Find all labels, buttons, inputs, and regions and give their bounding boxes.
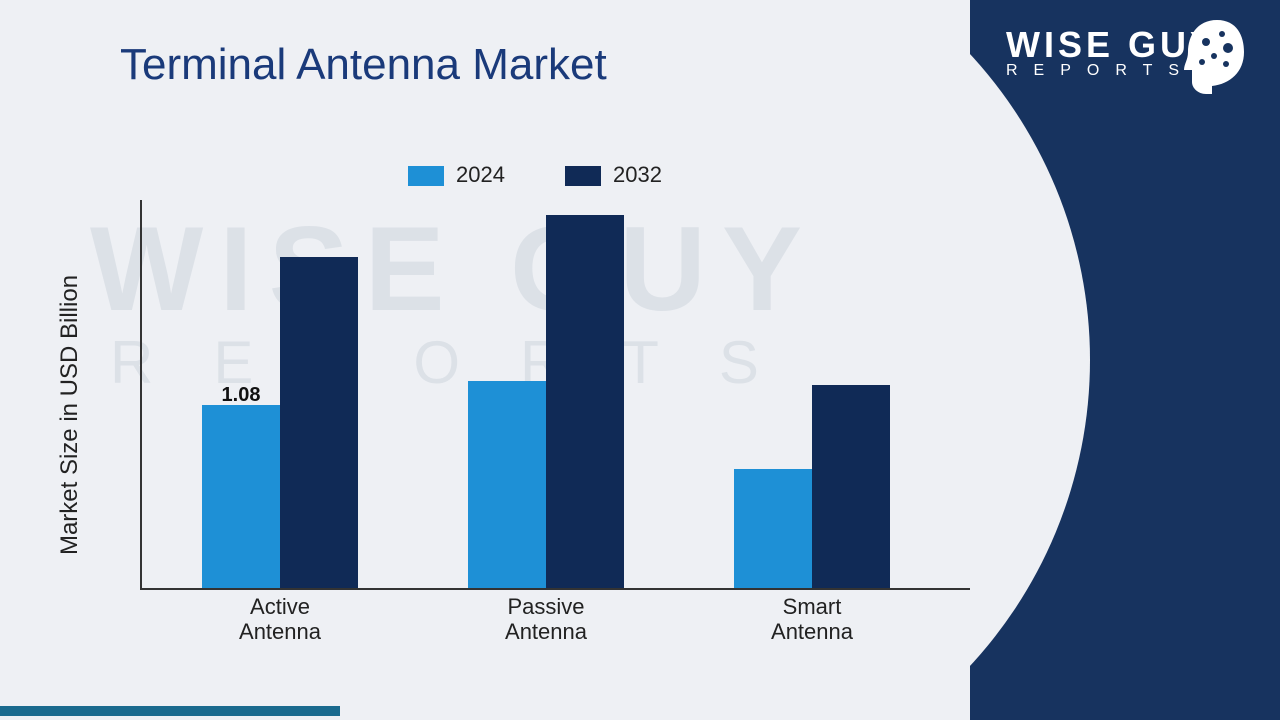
bar — [280, 257, 358, 588]
bar-group: PassiveAntenna — [468, 200, 624, 588]
category-label: SmartAntenna — [712, 588, 912, 645]
legend-swatch — [565, 166, 601, 186]
value-label: 1.08 — [222, 384, 261, 407]
bar-chart: Market Size in USD Billion 20242032 Acti… — [100, 170, 970, 660]
bar — [546, 215, 624, 588]
category-label: ActiveAntenna — [180, 588, 380, 645]
head-icon — [1182, 18, 1252, 98]
bar — [734, 469, 812, 588]
chart-plot-area: ActiveAntennaPassiveAntennaSmartAntenna1… — [140, 200, 970, 590]
y-axis-label: Market Size in USD Billion — [56, 275, 84, 555]
page-title: Terminal Antenna Market — [120, 40, 607, 90]
legend-swatch — [408, 166, 444, 186]
chart-legend: 2024 2032 — [100, 160, 970, 190]
accent-bar — [0, 706, 340, 716]
bar — [468, 381, 546, 588]
legend-label: 2024 — [456, 162, 505, 187]
bar — [202, 405, 280, 588]
legend-item: 2032 — [565, 162, 662, 188]
legend-item: 2024 — [408, 162, 505, 188]
legend-label: 2032 — [613, 162, 662, 187]
bar-group: SmartAntenna — [734, 200, 890, 588]
brand-logo: WISE GUY REPORTS — [1006, 24, 1246, 80]
bar — [812, 385, 890, 588]
category-label: PassiveAntenna — [446, 588, 646, 645]
